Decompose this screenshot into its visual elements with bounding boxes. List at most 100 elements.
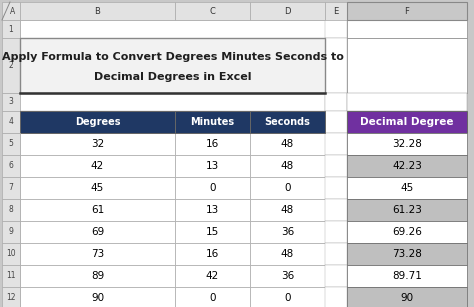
Text: B: B [94, 6, 100, 15]
Bar [2, 177, 20, 199]
Text: 61.23: 61.23 [392, 205, 422, 215]
Bar [325, 2, 347, 20]
Bar [347, 2, 467, 20]
Text: 7: 7 [9, 184, 13, 192]
Text: 61: 61 [91, 205, 104, 215]
Bar [325, 265, 347, 287]
Bar [250, 199, 325, 221]
Text: 32: 32 [91, 139, 104, 149]
Text: 42: 42 [206, 271, 219, 281]
Text: D: D [284, 6, 291, 15]
Bar [20, 221, 175, 243]
Bar [325, 111, 347, 133]
Text: 0: 0 [284, 293, 291, 303]
Bar [325, 221, 347, 243]
Bar [250, 177, 325, 199]
Bar [347, 93, 467, 111]
Text: Minutes: Minutes [191, 117, 235, 127]
Bar [20, 243, 175, 265]
Text: 13: 13 [206, 161, 219, 171]
Bar [250, 2, 325, 20]
Bar [2, 20, 20, 38]
Bar [20, 287, 175, 307]
Text: 45: 45 [401, 183, 414, 193]
Text: 8: 8 [9, 205, 13, 215]
Bar [2, 155, 20, 177]
Bar [20, 111, 175, 133]
Bar [20, 38, 325, 93]
Bar [2, 221, 20, 243]
Bar [175, 155, 250, 177]
Text: 32.28: 32.28 [392, 139, 422, 149]
Bar [347, 221, 467, 243]
Bar [325, 243, 347, 265]
Bar [250, 287, 325, 307]
Bar [175, 111, 250, 133]
Text: 90: 90 [401, 293, 413, 303]
Text: 10: 10 [6, 250, 16, 258]
Text: 5: 5 [9, 139, 13, 149]
Text: 69.26: 69.26 [392, 227, 422, 237]
Text: 36: 36 [281, 271, 294, 281]
Text: Seconds: Seconds [264, 117, 310, 127]
Bar [2, 93, 20, 111]
Text: 1: 1 [9, 25, 13, 33]
Text: 48: 48 [281, 205, 294, 215]
Bar [175, 287, 250, 307]
Bar [325, 133, 347, 155]
Text: 16: 16 [206, 139, 219, 149]
Text: 45: 45 [91, 183, 104, 193]
Text: Decimal Degrees in Excel: Decimal Degrees in Excel [94, 72, 251, 81]
Bar [175, 199, 250, 221]
Bar [175, 221, 250, 243]
Bar [2, 2, 20, 20]
Bar [347, 2, 467, 20]
Text: Decimal Degree: Decimal Degree [360, 117, 454, 127]
Text: 89: 89 [91, 271, 104, 281]
Bar [325, 20, 347, 38]
Text: 48: 48 [281, 161, 294, 171]
Text: E: E [333, 6, 338, 15]
Text: 89.71: 89.71 [392, 271, 422, 281]
Text: 0: 0 [209, 293, 216, 303]
Text: Degrees: Degrees [75, 117, 120, 127]
Bar [20, 265, 175, 287]
Text: 48: 48 [281, 249, 294, 259]
Text: 0: 0 [209, 183, 216, 193]
Text: 13: 13 [206, 205, 219, 215]
Bar [347, 155, 467, 177]
Bar [325, 199, 347, 221]
Bar [325, 155, 347, 177]
Text: F: F [405, 6, 410, 15]
Bar [347, 287, 467, 307]
Text: 69: 69 [91, 227, 104, 237]
Bar [325, 38, 347, 93]
Bar [250, 155, 325, 177]
Bar [347, 243, 467, 265]
Bar [175, 2, 250, 20]
Bar [250, 243, 325, 265]
Bar [347, 111, 467, 133]
Bar [20, 2, 175, 20]
Text: 3: 3 [9, 98, 13, 107]
Text: 42.23: 42.23 [392, 161, 422, 171]
Text: 73.28: 73.28 [392, 249, 422, 259]
Text: 90: 90 [91, 293, 104, 303]
Bar [347, 177, 467, 199]
Text: A: A [10, 7, 16, 16]
Bar [20, 133, 175, 155]
Bar [250, 221, 325, 243]
Text: 42: 42 [91, 161, 104, 171]
Bar [2, 265, 20, 287]
Text: 12: 12 [6, 293, 16, 302]
Text: 36: 36 [281, 227, 294, 237]
Text: 11: 11 [6, 271, 16, 281]
Bar [175, 243, 250, 265]
Bar [347, 38, 467, 93]
Bar [325, 177, 347, 199]
Bar [175, 265, 250, 287]
Bar [325, 93, 347, 111]
Text: 2: 2 [9, 61, 13, 70]
Bar [347, 199, 467, 221]
Bar [250, 111, 325, 133]
